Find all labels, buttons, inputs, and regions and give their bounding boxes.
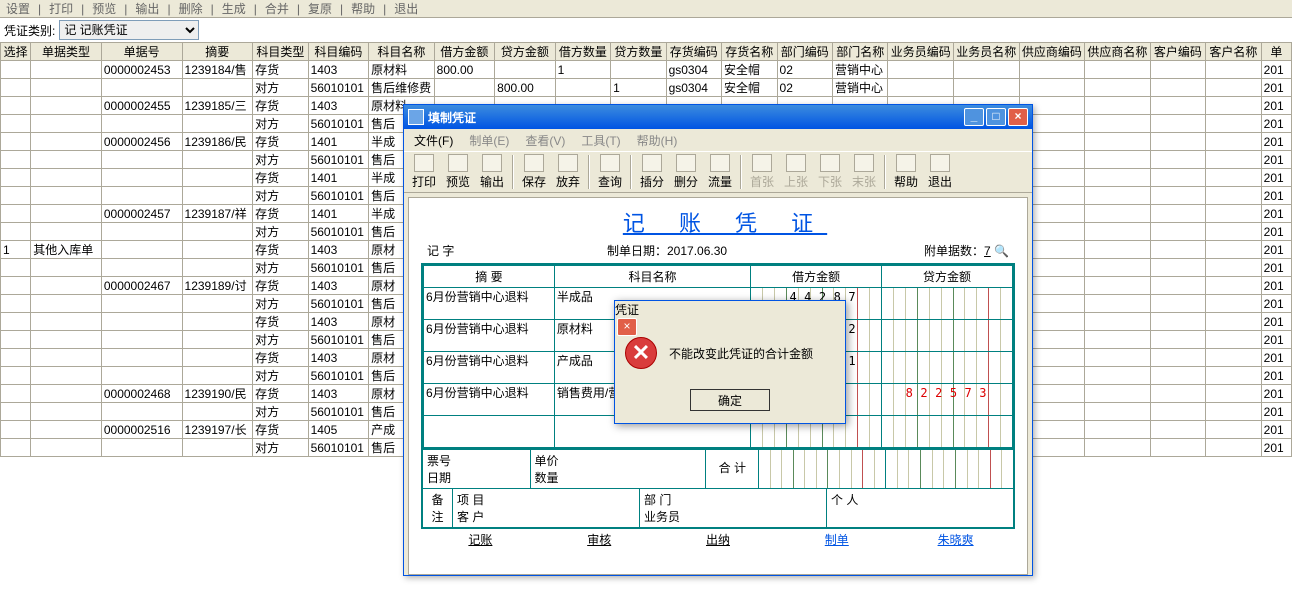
grid-col[interactable]: 借方金额 (434, 43, 495, 61)
vgrid-col: 摘 要 (424, 266, 555, 288)
close-button[interactable]: × (1008, 108, 1028, 126)
ok-button[interactable]: 确定 (690, 389, 770, 411)
帮助-icon (896, 154, 916, 172)
top-menu-item[interactable]: 预览 (90, 0, 118, 17)
grid-col[interactable]: 科目名称 (369, 43, 435, 61)
grid-col[interactable]: 存货名称 (722, 43, 777, 61)
voucher-menu: 文件(F) 制单(E) 查看(V) 工具(T) 帮助(H) (404, 129, 1032, 151)
top-menu-item[interactable]: 输出 (133, 0, 161, 17)
grid-col[interactable]: 单据号 (101, 43, 182, 61)
grid-col[interactable]: 客户编码 (1150, 43, 1205, 61)
tool-保存[interactable]: 保存 (518, 154, 550, 190)
tool-末张: 末张 (848, 154, 880, 190)
maximize-button[interactable]: □ (986, 108, 1006, 126)
末张-icon (854, 154, 874, 172)
tool-流量[interactable]: 流量 (704, 154, 736, 190)
grid-col[interactable]: 贷方数量 (611, 43, 666, 61)
grid-col[interactable]: 科目编码 (308, 43, 369, 61)
grid-col[interactable]: 存货编码 (666, 43, 721, 61)
grid-col[interactable]: 供应商编码 (1019, 43, 1085, 61)
filter-row: 凭证类别: 记 记账凭证 (0, 18, 1292, 42)
tool-查询[interactable]: 查询 (594, 154, 626, 190)
grid-col[interactable]: 借方数量 (555, 43, 610, 61)
top-menu-item[interactable]: 退出 (392, 0, 420, 17)
vgrid-col: 贷方金额 (882, 266, 1013, 288)
top-menu-item[interactable]: 删除 (177, 0, 205, 17)
tool-退出[interactable]: 退出 (924, 154, 956, 190)
meta-date: 制单日期：2017.06.30 (607, 242, 869, 259)
tool-下张: 下张 (814, 154, 846, 190)
voucher-menu-item[interactable]: 帮助(H) (637, 132, 678, 149)
tool-插分[interactable]: 插分 (636, 154, 668, 190)
voucher-status: 记账 审核 出纳 制单 朱晓爽 (421, 531, 1015, 548)
tool-帮助[interactable]: 帮助 (890, 154, 922, 190)
app-top-toolbar: 设置|打印|预览|输出|删除|生成|合并|复原|帮助|退出 (0, 0, 1292, 18)
grid-col[interactable]: 摘要 (182, 43, 253, 61)
tool-预览[interactable]: 预览 (442, 154, 474, 190)
grid-col[interactable]: 单据类型 (31, 43, 102, 61)
voucher-title: 填制凭证 (428, 109, 476, 126)
grid-col[interactable]: 业务员编码 (888, 43, 954, 61)
voucher-toolbar: 打印预览输出保存放弃查询插分删分流量首张上张下张末张帮助退出 (404, 151, 1032, 193)
tool-打印[interactable]: 打印 (408, 154, 440, 190)
table-row[interactable]: 对方56010101售后维修费800.001gs0304安全帽02营销中心201 (1, 79, 1292, 97)
minimize-button[interactable]: _ (964, 108, 984, 126)
voucher-titlebar[interactable]: 填制凭证 _ □ × (404, 105, 1032, 129)
voucher-menu-item[interactable]: 查看(V) (525, 132, 565, 149)
预览-icon (448, 154, 468, 172)
voucher-footer: 票号日期 单价数量 合 计 备注 项 目客 户 部 门业务员 个 人 (421, 450, 1015, 529)
error-dialog: 凭证 × ✕ 不能改变此凭证的合计金额 确定 (614, 300, 846, 424)
grid-col[interactable]: 业务员名称 (954, 43, 1020, 61)
grid-col[interactable]: 部门名称 (832, 43, 887, 61)
放弃-icon (558, 154, 578, 172)
dialog-message: 不能改变此凭证的合计金额 (669, 345, 813, 362)
vgrid-col: 科目名称 (554, 266, 750, 288)
tool-输出[interactable]: 输出 (476, 154, 508, 190)
top-menu-item[interactable]: 合并 (263, 0, 291, 17)
voucher-menu-item[interactable]: 制单(E) (469, 132, 509, 149)
voucher-menu-item[interactable]: 工具(T) (581, 132, 620, 149)
top-menu-item[interactable]: 打印 (47, 0, 75, 17)
voucher-meta: 记 字 制单日期：2017.06.30 附单据数：7 🔍 (415, 242, 1021, 261)
voucher-heading: 记 账 凭 证 (415, 206, 1021, 238)
查询-icon (600, 154, 620, 172)
grid-col[interactable]: 客户名称 (1206, 43, 1261, 61)
error-icon: ✕ (625, 337, 657, 369)
tool-删分[interactable]: 删分 (670, 154, 702, 190)
grid-col[interactable]: 单 (1261, 43, 1291, 61)
下张-icon (820, 154, 840, 172)
退出-icon (930, 154, 950, 172)
voucher-menu-item[interactable]: 文件(F) (414, 132, 453, 149)
voucher-type-select[interactable]: 记 记账凭证 (59, 20, 199, 40)
filter-label: 凭证类别: (4, 22, 55, 39)
top-menu-item[interactable]: 生成 (220, 0, 248, 17)
保存-icon (524, 154, 544, 172)
meta-attach: 附单据数：7 🔍 (869, 242, 1009, 259)
打印-icon (414, 154, 434, 172)
dialog-title: 凭证 (615, 303, 639, 317)
流量-icon (710, 154, 730, 172)
dialog-titlebar[interactable]: 凭证 × (615, 301, 845, 323)
vgrid-col: 借方金额 (751, 266, 882, 288)
输出-icon (482, 154, 502, 172)
table-row[interactable]: 00000024531239184/售存货1403原材料800.001gs030… (1, 61, 1292, 79)
首张-icon (752, 154, 772, 172)
上张-icon (786, 154, 806, 172)
voucher-app-icon (408, 109, 424, 125)
删分-icon (676, 154, 696, 172)
插分-icon (642, 154, 662, 172)
grid-col[interactable]: 选择 (1, 43, 31, 61)
grid-col[interactable]: 科目类型 (253, 43, 308, 61)
tool-首张: 首张 (746, 154, 778, 190)
meta-left: 记 字 (427, 242, 607, 259)
grid-col[interactable]: 供应商名称 (1085, 43, 1151, 61)
top-menu-item[interactable]: 复原 (306, 0, 334, 17)
grid-col[interactable]: 贷方金额 (495, 43, 556, 61)
top-menu-item[interactable]: 帮助 (349, 0, 377, 17)
top-menu-item[interactable]: 设置 (4, 0, 32, 17)
tool-上张: 上张 (780, 154, 812, 190)
grid-col[interactable]: 部门编码 (777, 43, 832, 61)
tool-放弃[interactable]: 放弃 (552, 154, 584, 190)
